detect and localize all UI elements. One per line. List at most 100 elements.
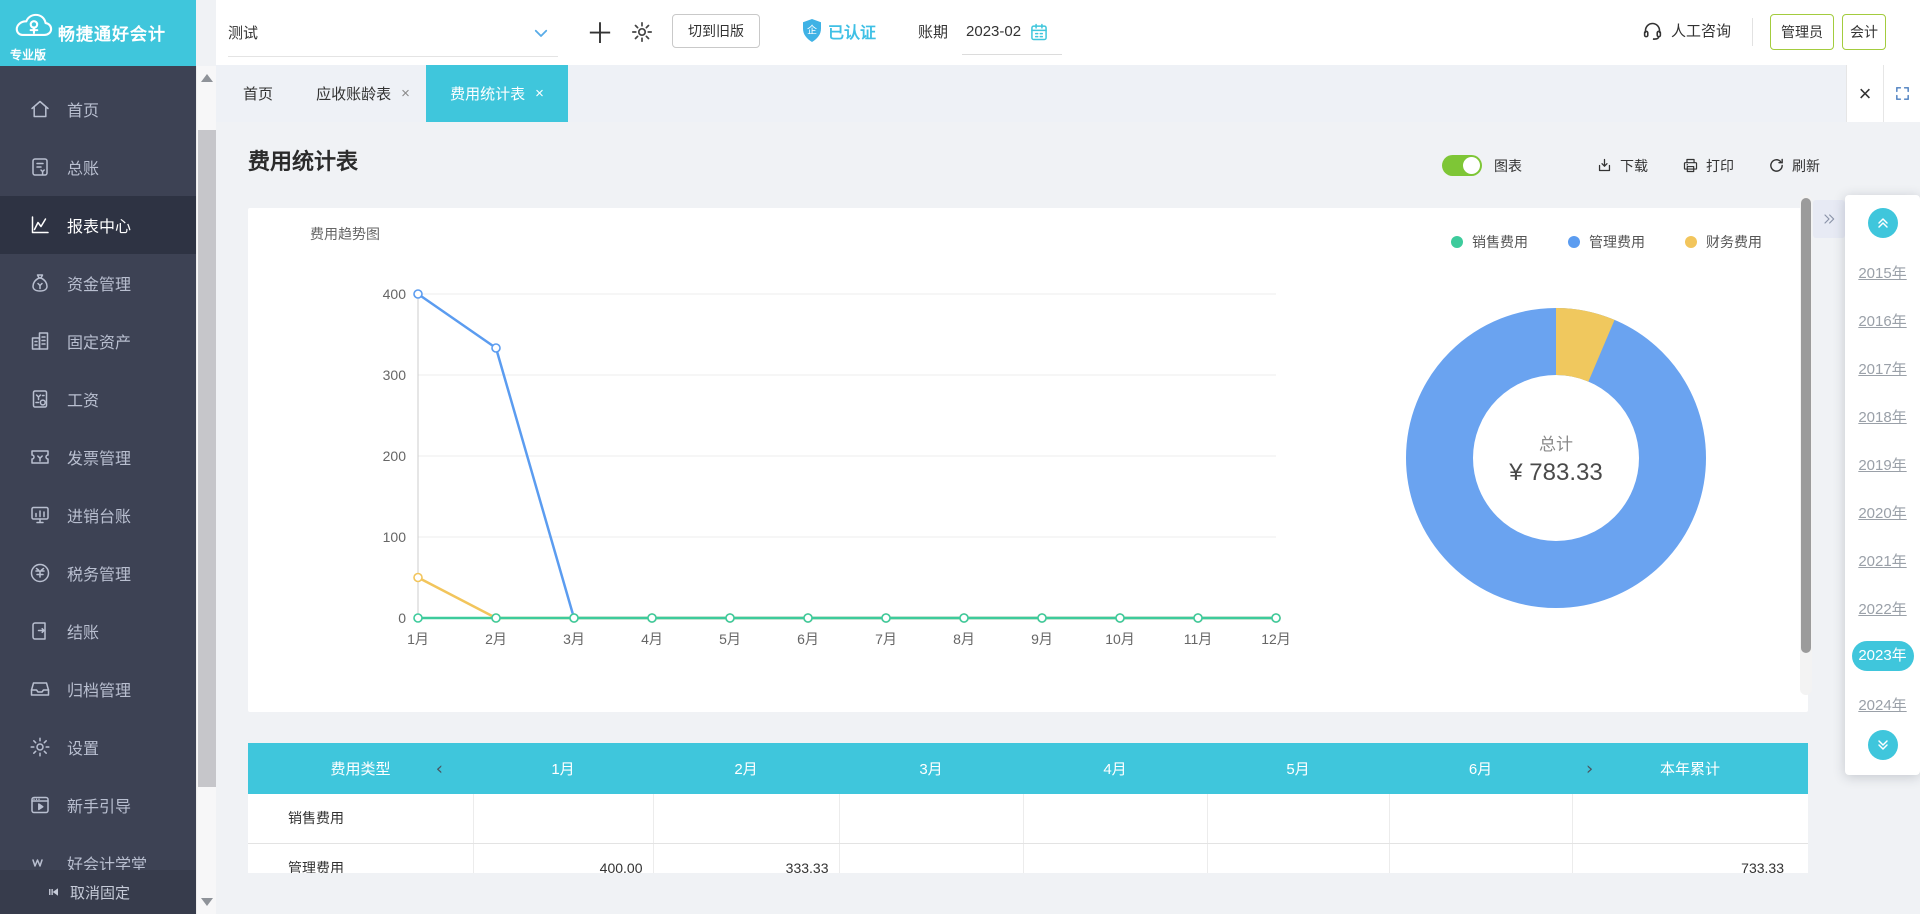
sidebar-item-label: 首页: [67, 103, 100, 120]
switch-old-version-button[interactable]: 切到旧版: [672, 14, 760, 48]
table-panel: 费用类型 ‹ 1月 2月 3月 4月 5月 6月 本年累计 › 销售费用 管理费用 400.00 333.…: [248, 743, 1808, 873]
donut-slice-财务费用[interactable]: [1406, 308, 1706, 608]
page-scrollbar-thumb[interactable]: [1801, 198, 1811, 653]
cell-value[interactable]: 333.33: [785, 859, 829, 874]
year-option-2022年[interactable]: 2022年: [1845, 584, 1920, 632]
year-option-2024年[interactable]: 2024年: [1845, 680, 1920, 728]
donut-slice-管理费用[interactable]: [1406, 308, 1706, 608]
account-set-name[interactable]: 测试: [228, 25, 259, 42]
data-point-销售费用: [725, 613, 735, 623]
fullscreen-button[interactable]: [1883, 65, 1920, 122]
settings-icon: [28, 735, 52, 759]
sidebar-item-总账[interactable]: 总账: [0, 138, 196, 196]
legend-label: 财务费用: [1706, 234, 1762, 250]
close-tab-button[interactable]: ×: [1846, 65, 1883, 122]
sidebar-item-结账[interactable]: 结账: [0, 602, 196, 660]
certified-label: 已认证: [828, 25, 877, 42]
fullscreen-icon: [1895, 87, 1909, 100]
sidebar-item-进销台账[interactable]: 进销台账: [0, 486, 196, 544]
prev-months-icon[interactable]: ‹: [435, 758, 443, 779]
new-account-set-button[interactable]: ＋: [586, 18, 615, 49]
guide-icon: [28, 793, 52, 817]
period-label: 账期: [918, 24, 949, 41]
year-scroll-down-button[interactable]: [1867, 730, 1898, 760]
sidebar-item-好会计学堂[interactable]: 好会计学堂: [0, 834, 196, 892]
column-header-3月: 3月: [839, 743, 1023, 794]
year-label: 2022年: [1858, 600, 1907, 618]
year-scroll-up-button[interactable]: [1867, 208, 1898, 238]
sidebar-item-新手引导[interactable]: 新手引导: [0, 776, 196, 834]
year-option-2017年[interactable]: 2017年: [1845, 344, 1920, 392]
legend-item-财务费用[interactable]: 财务费用: [1685, 232, 1762, 252]
refresh-button[interactable]: 刷新: [1768, 156, 1820, 176]
sidebar-item-归档管理[interactable]: 归档管理: [0, 660, 196, 718]
role-admin-button[interactable]: 管理员: [1770, 14, 1834, 50]
year-label: 2015年: [1858, 264, 1907, 282]
certified-badge[interactable]: 企 已认证: [800, 18, 876, 44]
year-option-2015年[interactable]: 2015年: [1845, 248, 1920, 296]
next-months-icon[interactable]: ›: [1586, 758, 1594, 779]
content-vertical-scrollbar[interactable]: [196, 66, 216, 914]
year-option-2020年[interactable]: 2020年: [1845, 488, 1920, 536]
data-point-销售费用: [881, 613, 891, 623]
support-link[interactable]: 人工咨询: [1642, 20, 1731, 41]
sidebar-item-资金管理[interactable]: 资金管理: [0, 254, 196, 312]
sidebar-item-报表中心[interactable]: 报表中心: [0, 196, 196, 254]
print-label: 打印: [1706, 157, 1734, 174]
w-quote-icon: [28, 851, 52, 875]
tab-tools: ×: [1846, 65, 1920, 122]
y-tick-label: 0: [398, 610, 406, 626]
tab-首页[interactable]: 首页: [216, 65, 300, 122]
topbar-divider: [1752, 18, 1753, 46]
sidebar-item-设置[interactable]: 设置: [0, 718, 196, 776]
year-option-2023年[interactable]: 2023年: [1845, 632, 1920, 680]
year-label: 2017年: [1858, 360, 1907, 378]
settings-gear-icon[interactable]: [630, 20, 654, 44]
x-tick-label: 11月: [1184, 631, 1213, 647]
period-value[interactable]: 2023-02: [966, 23, 1022, 40]
shield-icon: 企: [803, 19, 821, 42]
cell-month: [839, 843, 1024, 873]
tabbar: 首页 应收账龄表 × 费用统计表 × ×: [216, 65, 1920, 122]
collapse-year-panel-tab[interactable]: [1813, 200, 1845, 238]
archive-icon: [28, 677, 52, 701]
tab-费用统计表[interactable]: 费用统计表 ×: [426, 65, 568, 122]
assets-icon: [28, 329, 52, 353]
unpin-sidebar-button[interactable]: 取消固定: [0, 870, 196, 914]
download-button[interactable]: 下载: [1596, 156, 1648, 176]
year-option-2019年[interactable]: 2019年: [1845, 440, 1920, 488]
cell-value[interactable]: 400.00: [599, 859, 643, 874]
sidebar-item-发票管理[interactable]: 发票管理: [0, 428, 196, 486]
sidebar-item-首页[interactable]: 首页: [0, 80, 196, 138]
data-point-管理费用: [413, 289, 423, 299]
year-option-2018年[interactable]: 2018年: [1845, 392, 1920, 440]
data-point-销售费用: [803, 613, 813, 623]
funds-icon: [28, 271, 52, 295]
sidebar-item-label: 税务管理: [67, 567, 132, 584]
sidebar-item-税务管理[interactable]: 税务管理: [0, 544, 196, 602]
legend-item-销售费用[interactable]: 销售费用: [1451, 232, 1528, 252]
x-tick-label: 4月: [641, 631, 663, 647]
tab-应收账龄表[interactable]: 应收账龄表 ×: [300, 65, 426, 122]
download-label: 下载: [1620, 157, 1648, 174]
page-actions: 图表 下载 打印 刷新: [1442, 155, 1820, 176]
scroll-down-arrow-icon[interactable]: [201, 898, 213, 906]
role-accountant-button[interactable]: 会计: [1842, 14, 1886, 50]
account-chevron-down-icon[interactable]: [532, 24, 550, 42]
year-selector-panel: 2015年 2016年 2017年 2018年 2019年 2020年 2021年 2022年…: [1845, 195, 1920, 775]
sidebar-item-工资[interactable]: 工资: [0, 370, 196, 428]
column-header-6月: 6月: [1389, 743, 1572, 794]
chart-toggle-switch[interactable]: [1442, 155, 1482, 176]
year-option-2021年[interactable]: 2021年: [1845, 536, 1920, 584]
sidebar-item-label: 新手引导: [67, 799, 132, 816]
sidebar-item-label: 归档管理: [67, 683, 132, 700]
scroll-up-arrow-icon[interactable]: [201, 74, 213, 82]
legend-item-管理费用[interactable]: 管理费用: [1568, 232, 1645, 252]
sidebar-item-固定资产[interactable]: 固定资产: [0, 312, 196, 370]
tab-close-icon[interactable]: ×: [401, 85, 410, 102]
print-button[interactable]: 打印: [1682, 156, 1734, 176]
calendar-icon[interactable]: [1029, 22, 1049, 42]
year-option-2016年[interactable]: 2016年: [1845, 296, 1920, 344]
tab-close-icon[interactable]: ×: [535, 85, 544, 102]
scrollbar-thumb[interactable]: [198, 130, 216, 787]
